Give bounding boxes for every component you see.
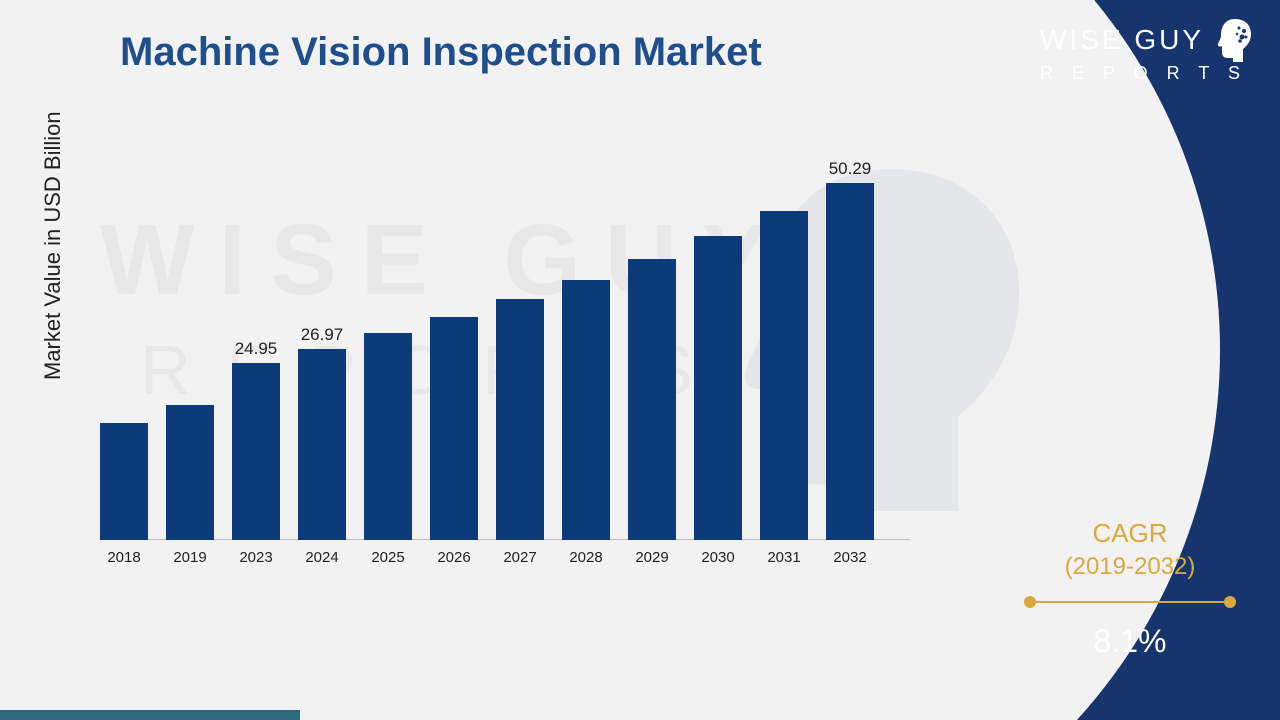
infographic-canvas: WISE GUY REPORTS Machine Vision Inspecti… — [0, 0, 1280, 720]
chart-title: Machine Vision Inspection Market — [120, 30, 762, 75]
cagr-box: CAGR (2019-2032) 8.1% — [1010, 518, 1250, 660]
bar — [628, 259, 676, 541]
bar — [760, 211, 808, 540]
x-tick-label: 2019 — [166, 549, 214, 566]
logo-line-1: WISE GUY — [1040, 15, 1260, 65]
bar-value-label: 26.97 — [298, 325, 346, 345]
logo-text-1: WISE GUY — [1040, 24, 1204, 56]
bar — [100, 423, 148, 540]
x-tick-label: 2026 — [430, 549, 478, 566]
bar: 24.95 — [232, 363, 280, 540]
x-tick-label: 2029 — [628, 549, 676, 566]
bar: 50.29 — [826, 183, 874, 540]
x-tick-label: 2018 — [100, 549, 148, 566]
bar — [430, 317, 478, 540]
bottom-accent-bar — [0, 710, 300, 720]
x-tick-label: 2025 — [364, 549, 412, 566]
y-axis-label: Market Value in USD Billion — [40, 111, 66, 380]
bar — [166, 405, 214, 540]
bar: 26.97 — [298, 349, 346, 540]
logo-line-2: R E P O R T S — [1040, 63, 1260, 84]
x-tick-label: 2027 — [496, 549, 544, 566]
bar — [562, 280, 610, 540]
logo-head-icon — [1210, 15, 1260, 65]
x-tick-label: 2023 — [232, 549, 280, 566]
bar — [694, 236, 742, 540]
bar-value-label: 50.29 — [826, 159, 874, 179]
bar-chart: 24.95 26.97 50.29 2018 2019 2023 2024 2025 2026… — [80, 150, 910, 570]
plot-area: 24.95 26.97 50.29 — [100, 150, 910, 540]
x-tick-label: 2028 — [562, 549, 610, 566]
bar — [496, 299, 544, 540]
x-tick-label: 2024 — [298, 549, 346, 566]
x-tick-label: 2031 — [760, 549, 808, 566]
bar-value-label: 24.95 — [232, 339, 280, 359]
cagr-divider — [1030, 601, 1230, 603]
cagr-value: 8.1% — [1010, 623, 1250, 660]
bar — [364, 333, 412, 540]
brand-logo: WISE GUY R E P O R T S — [1040, 15, 1260, 84]
x-tick-label: 2032 — [826, 549, 874, 566]
cagr-label: CAGR — [1010, 518, 1250, 549]
cagr-range: (2019-2032) — [1010, 553, 1250, 581]
x-tick-label: 2030 — [694, 549, 742, 566]
